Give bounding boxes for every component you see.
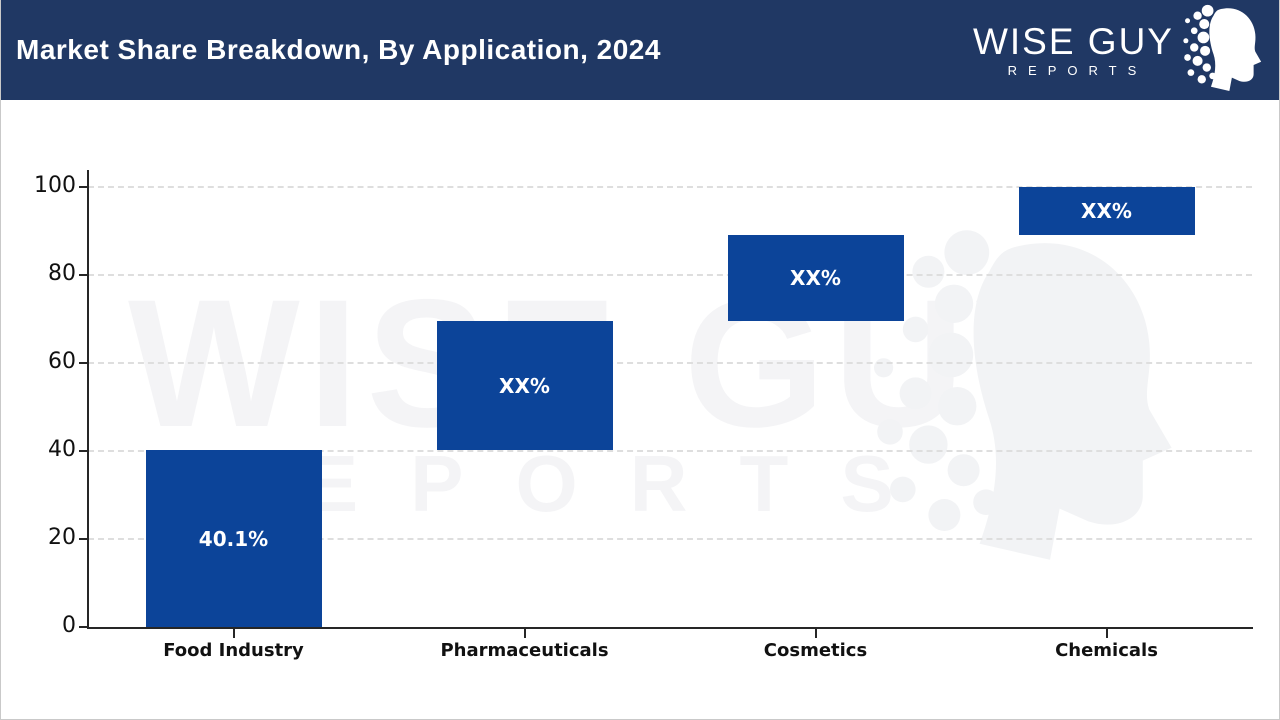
y-tick-label: 60 bbox=[48, 348, 76, 374]
brand-logo: WISE GUY REPORTS bbox=[973, 4, 1264, 96]
brand-logo-text: WISE GUY REPORTS bbox=[972, 21, 1174, 79]
x-tick-mark bbox=[523, 629, 526, 638]
y-tick-mark bbox=[79, 626, 88, 628]
y-tick-label: 20 bbox=[48, 524, 76, 550]
bar-segment: 40.1% bbox=[145, 450, 322, 627]
bar-value-label: XX% bbox=[790, 265, 841, 290]
bar-value-label: 40.1% bbox=[198, 526, 269, 551]
x-category-label: Pharmaceuticals bbox=[440, 640, 609, 661]
bar-segment: XX% bbox=[436, 320, 613, 451]
gridline bbox=[88, 537, 1252, 540]
page-title: Market Share Breakdown, By Application, … bbox=[16, 34, 661, 65]
gridline bbox=[88, 449, 1252, 452]
y-tick-mark bbox=[79, 361, 88, 364]
x-category-label: Cosmetics bbox=[763, 640, 868, 661]
bar-value-label: XX% bbox=[499, 373, 550, 398]
y-tick-mark bbox=[79, 537, 88, 540]
brand-subname: REPORTS bbox=[1007, 63, 1148, 78]
y-tick-label: 40 bbox=[48, 436, 76, 462]
y-axis-line bbox=[87, 170, 89, 629]
head-profile-dots-icon bbox=[1183, 4, 1262, 91]
gridline bbox=[88, 273, 1252, 276]
brand-name: WISE GUY bbox=[972, 21, 1174, 62]
bar-segment: XX% bbox=[1018, 186, 1195, 235]
y-tick-label: 100 bbox=[34, 172, 76, 198]
x-category-label: Food Industry bbox=[163, 640, 304, 661]
y-tick-label: 80 bbox=[48, 260, 76, 286]
bar-value-label: XX% bbox=[1081, 198, 1132, 223]
gridline bbox=[88, 361, 1252, 364]
x-axis-line bbox=[87, 627, 1253, 629]
y-tick-mark bbox=[79, 185, 88, 188]
watermark-head-profile-icon bbox=[874, 230, 1172, 560]
y-tick-mark bbox=[79, 273, 88, 276]
x-tick-mark bbox=[1105, 629, 1108, 638]
gridline bbox=[88, 185, 1252, 188]
y-tick-mark bbox=[79, 449, 88, 452]
header: Market Share Breakdown, By Application, … bbox=[0, 0, 1280, 100]
x-tick-mark bbox=[814, 629, 817, 638]
y-tick-label: 0 bbox=[62, 613, 76, 638]
bar-segment: XX% bbox=[727, 234, 904, 321]
x-category-label: Chemicals bbox=[1055, 640, 1158, 661]
x-tick-mark bbox=[232, 629, 235, 638]
